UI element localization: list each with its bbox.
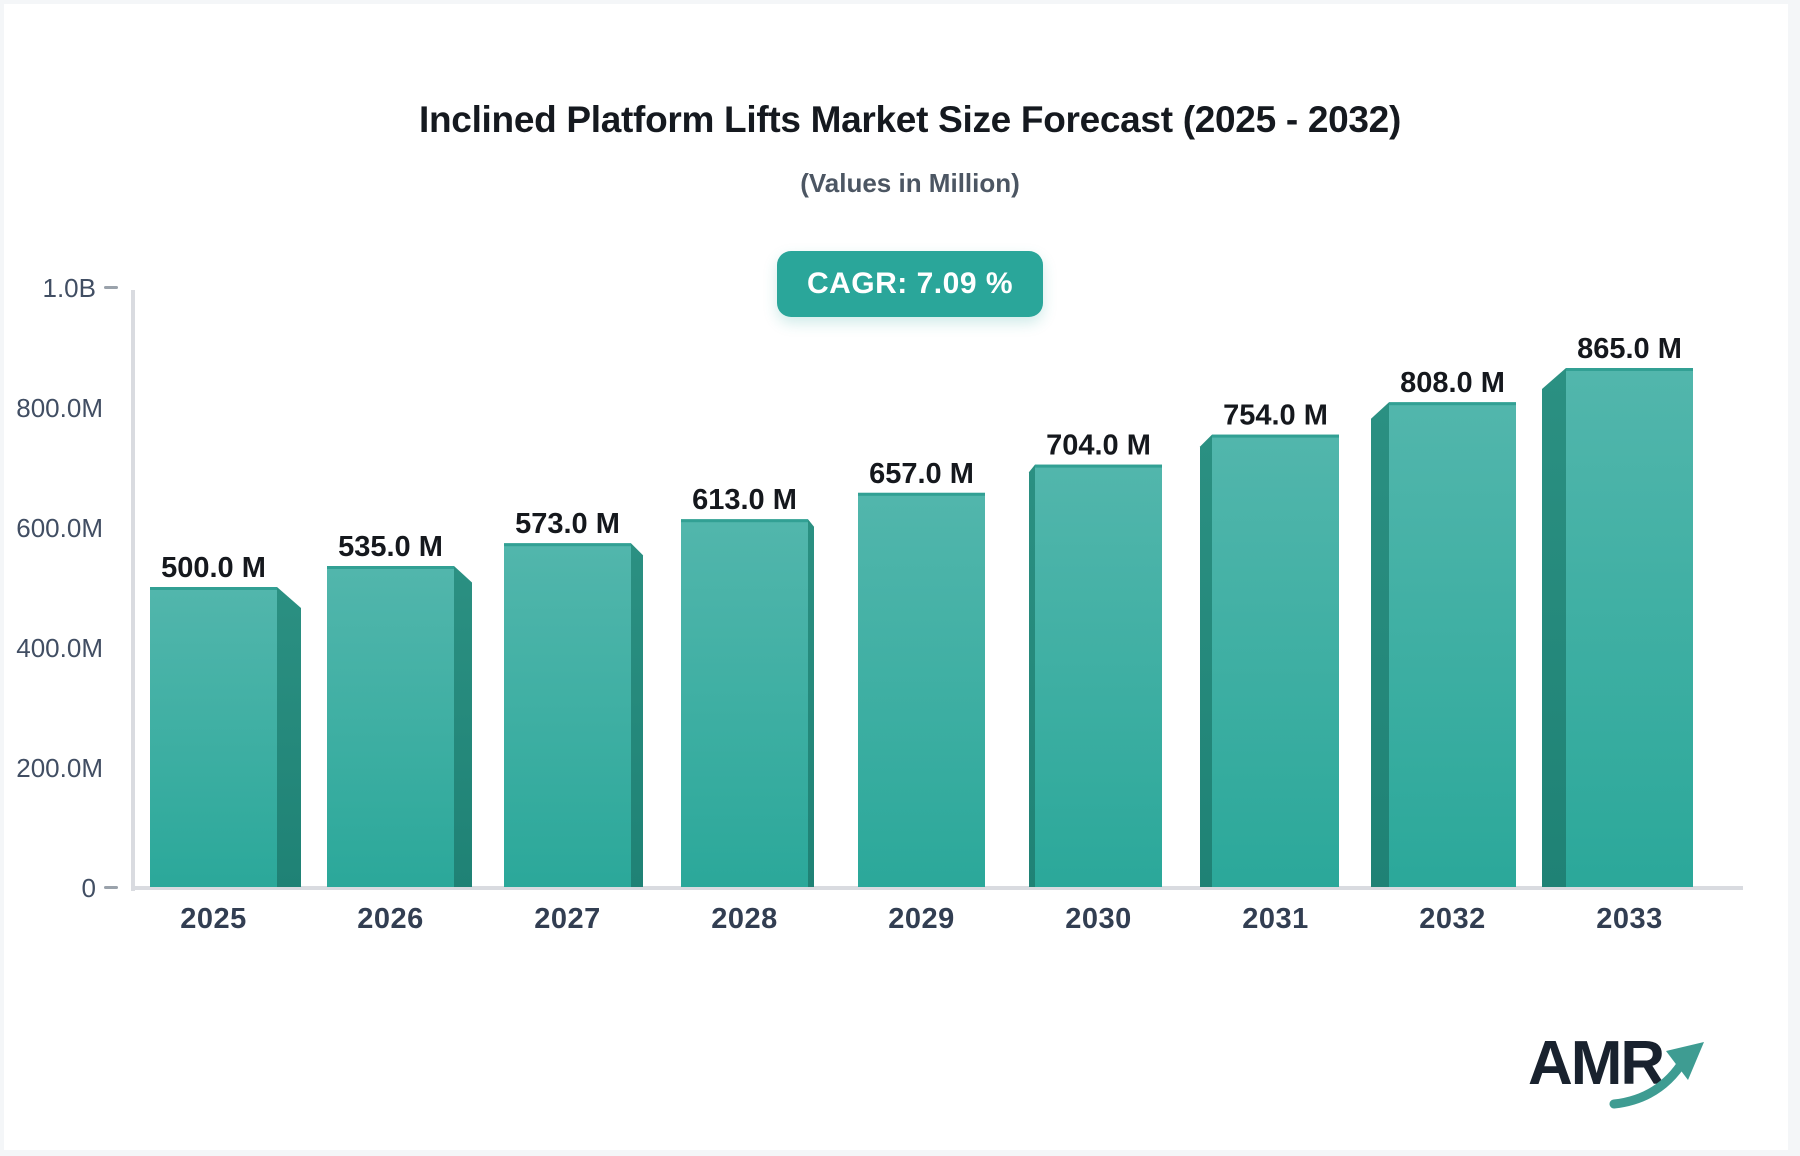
x-tick-label: 2027 [534,903,601,935]
x-tick-label: 2025 [180,903,247,935]
bar-group-2029: 657.0 M [858,458,985,887]
bar-top-edge [1566,368,1693,371]
bar [1566,368,1693,887]
bar [858,492,985,887]
x-tick-label: 2031 [1242,903,1309,935]
bar [150,587,277,887]
y-tick-label: 800.0M [16,393,103,423]
bar-side-face [1200,434,1212,887]
bar-value-label: 500.0 M [161,552,266,584]
bar-top-edge [327,566,454,569]
bar-top-edge [504,543,631,547]
bar [1389,402,1516,887]
bar-top-edge [1389,402,1516,406]
y-axis-line [131,290,135,891]
bar [681,519,808,887]
y-tick-label: 400.0M [16,633,103,663]
bar-top-edge [1035,464,1162,468]
bar-value-label: 808.0 M [1400,367,1505,399]
y-tick-label: 200.0M [16,753,103,783]
y-tick-label: 1.0B [43,273,97,303]
bar-value-label: 657.0 M [869,458,974,490]
bar-side-face [277,587,301,887]
bar [1212,434,1339,887]
bar-side-face [1542,368,1566,887]
y-axis-tick [104,286,118,289]
bar-group-2027: 573.0 M [504,508,643,887]
bar-group-2030: 704.0 M [1029,430,1162,887]
bar [327,566,454,887]
bar-value-label: 573.0 M [515,508,620,540]
bar-top-edge [681,519,808,523]
chart-subtitle: (Values in Million) [800,168,1020,198]
bar-side-face [808,519,814,887]
x-tick-label: 2028 [711,903,778,935]
bar-top-edge [858,492,985,496]
x-tick-label: 2033 [1596,903,1663,935]
logo-growth-arrow-icon [1609,1042,1704,1109]
bar-group-2031: 754.0 M [1200,400,1339,887]
bar-top-edge [150,587,277,590]
bar-group-2026: 535.0 M [327,531,472,887]
bar-group-2032: 808.0 M [1371,367,1516,887]
bar-value-label: 535.0 M [338,531,443,563]
bar-group-2028: 613.0 M [681,484,814,887]
page-title: Inclined Platform Lifts Market Size Fore… [419,99,1401,140]
bar-value-label: 613.0 M [692,484,797,516]
bar-value-label: 704.0 M [1046,430,1151,462]
y-axis-tick [104,886,118,889]
bar-group-2033: 865.0 M [1542,333,1693,887]
cagr-badge: CAGR: 7.09 % [776,251,1044,317]
y-tick-label: 0 [82,873,96,903]
bar-side-face [1371,402,1389,887]
bar-value-label: 865.0 M [1577,333,1682,365]
x-axis-line [131,886,1743,890]
y-tick-label: 600.0M [16,513,103,543]
bar [1035,464,1162,887]
bar [504,543,631,887]
bar-top-edge [1212,434,1339,438]
bar-side-face [454,566,472,887]
x-tick-label: 2032 [1419,903,1486,935]
bar-side-face [631,543,643,887]
bar-value-label: 754.0 M [1223,400,1328,432]
bar-side-face [1029,464,1035,887]
x-tick-label: 2029 [888,903,955,935]
amr-logo: AMR [1528,1028,1758,1123]
x-tick-label: 2026 [357,903,424,935]
bar-group-2025: 500.0 M [150,552,301,887]
logo-text: AMR [1528,1029,1665,1098]
cagr-badge-wrap: CAGR: 7.09 % [30,251,1790,317]
x-tick-label: 2030 [1065,903,1132,935]
